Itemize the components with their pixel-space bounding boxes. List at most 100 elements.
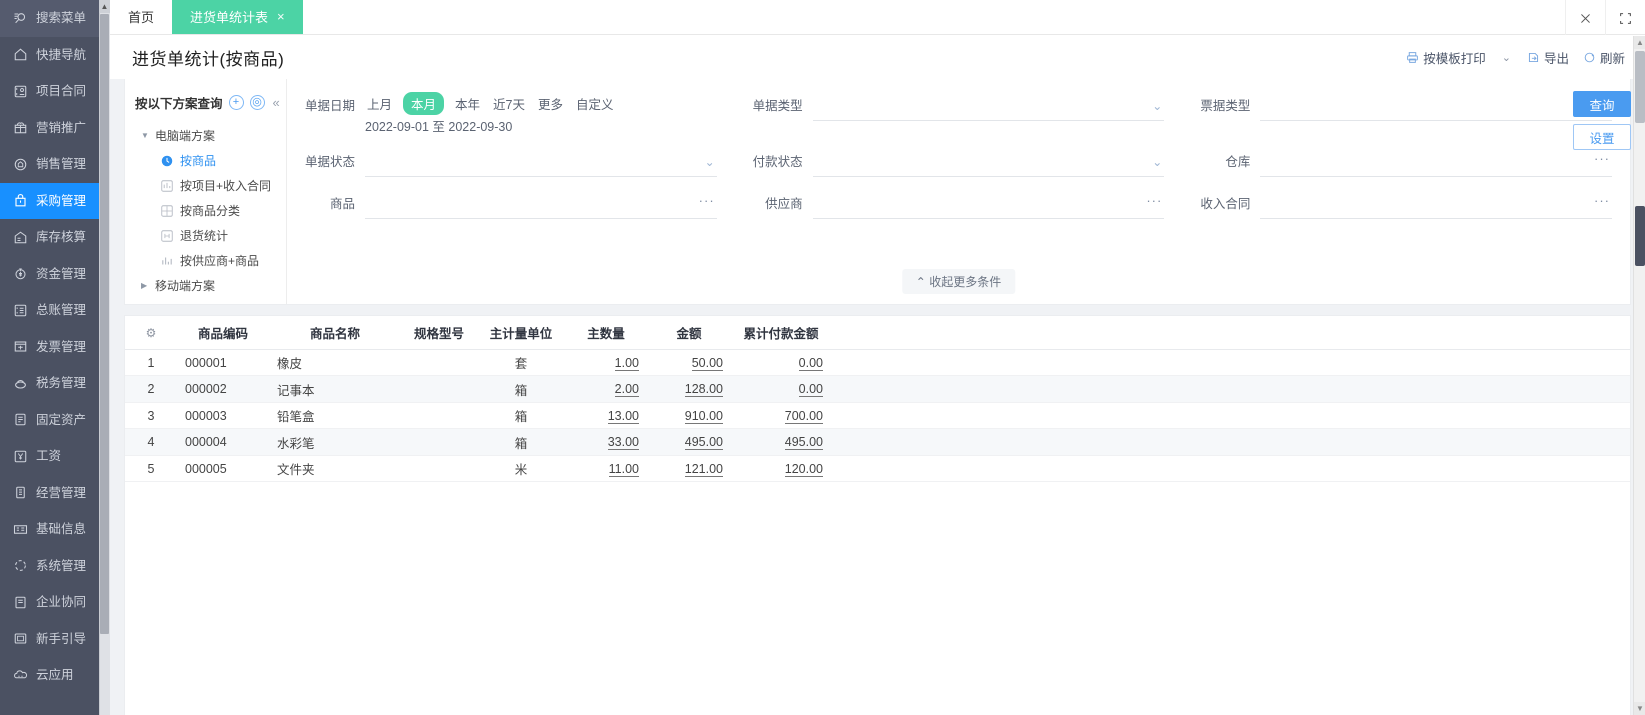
sidebar-item-7[interactable]: 资金管理 [0, 256, 110, 293]
tree-arrow-icon[interactable]: ▼ [141, 131, 149, 141]
sidebar-scroll-up-icon[interactable]: ▲ [99, 0, 110, 13]
quick-date-5[interactable]: 自定义 [576, 97, 614, 112]
cell-accumulated-paid-link[interactable]: 0.00 [798, 382, 823, 398]
sidebar-item-15[interactable]: 系统管理 [0, 548, 110, 585]
cell-amount[interactable]: 910.00 [647, 402, 731, 430]
cell-amount[interactable]: 121.00 [647, 455, 731, 483]
scheme-item-2[interactable]: 按项目+收入合同 [135, 173, 286, 198]
pay-status-caret-icon[interactable]: ⌄ [1152, 155, 1163, 170]
sidebar-scroll-thumb[interactable] [100, 14, 109, 634]
th-product-name[interactable]: 商品名称 [269, 316, 401, 350]
export-button[interactable]: 导出 [1523, 45, 1573, 70]
th-main-unit[interactable]: 主计量单位 [477, 316, 565, 350]
cell-amount[interactable]: 50.00 [647, 349, 731, 377]
pay-status-input[interactable] [812, 147, 1165, 178]
cell-main-qty-link[interactable]: 33.00 [607, 435, 639, 451]
sidebar-item-17[interactable]: 新手引导 [0, 621, 110, 658]
th-accumulated-paid[interactable]: 累计付款金额 [731, 316, 831, 350]
window-close-button[interactable] [1565, 0, 1605, 36]
cell-main-qty[interactable]: 13.00 [565, 402, 647, 430]
cell-amount-link[interactable]: 910.00 [684, 408, 723, 424]
quick-date-0[interactable]: 上月 [367, 97, 393, 112]
sidebar-item-12[interactable]: 工资 [0, 438, 110, 475]
gear-icon[interactable]: ⚙ [145, 325, 157, 340]
query-button[interactable]: 查询 [1573, 91, 1631, 118]
window-maximize-button[interactable] [1605, 0, 1645, 36]
add-scheme-button[interactable]: + [228, 95, 244, 111]
cell-amount[interactable]: 495.00 [647, 428, 731, 456]
warehouse-more-icon[interactable]: ··· [1594, 151, 1611, 167]
scheme-item-5[interactable]: 按供应商+商品 [135, 248, 286, 273]
sidebar-item-5[interactable]: 采购管理 [0, 182, 110, 219]
cell-accumulated-paid[interactable]: 120.00 [731, 455, 831, 483]
cell-main-qty-link[interactable]: 2.00 [614, 382, 639, 398]
cell-amount-link[interactable]: 128.00 [684, 382, 723, 398]
column-settings-header[interactable]: ⚙ [125, 316, 177, 350]
th-main-qty[interactable]: 主数量 [565, 316, 647, 350]
cell-accumulated-paid[interactable]: 700.00 [731, 402, 831, 430]
quick-date-4[interactable]: 更多 [538, 97, 564, 112]
sidebar-item-0[interactable]: 搜索菜单 [0, 0, 110, 37]
sidebar-item-9[interactable]: 发票管理 [0, 329, 110, 366]
cell-amount[interactable]: 128.00 [647, 375, 731, 403]
collapse-more-conditions-button[interactable]: ⌃ 收起更多条件 [901, 269, 1016, 295]
cell-accumulated-paid[interactable]: 495.00 [731, 428, 831, 456]
cell-accumulated-paid-link[interactable]: 700.00 [784, 408, 823, 424]
sidebar-item-13[interactable]: 经营管理 [0, 475, 110, 512]
content-scrollbar[interactable]: ▲ ▼ [1633, 36, 1645, 715]
quick-date-2[interactable]: 本年 [455, 97, 481, 112]
scroll-thumb-upper[interactable] [1635, 51, 1645, 123]
print-template-button[interactable]: 按模板打印 [1402, 45, 1490, 70]
cell-accumulated-paid[interactable]: 0.00 [731, 349, 831, 377]
doc-type-caret-icon[interactable]: ⌄ [1152, 99, 1163, 114]
scheme-group-0[interactable]: ▼ 电脑端方案 [135, 123, 286, 148]
cell-amount-link[interactable]: 495.00 [684, 435, 723, 451]
sidebar-item-11[interactable]: 固定资产 [0, 402, 110, 439]
scheme-item-4[interactable]: 退货统计 [135, 223, 286, 248]
quick-date-3[interactable]: 近7天 [493, 97, 525, 112]
scheme-group-6[interactable]: ▶ 移动端方案 [135, 273, 286, 298]
supplier-input[interactable] [812, 189, 1165, 220]
table-row[interactable]: 1 000001 橡皮 套 1.00 50.00 0.00 [125, 349, 1630, 377]
doc-status-caret-icon[interactable]: ⌄ [704, 155, 715, 170]
th-amount[interactable]: 金额 [647, 316, 731, 350]
collapse-scheme-panel-button[interactable]: « [272, 95, 280, 111]
cell-main-qty-link[interactable]: 1.00 [614, 355, 639, 371]
quick-date-1[interactable]: 本月 [403, 91, 445, 115]
sidebar-item-14[interactable]: 基础信息 [0, 511, 110, 548]
table-row[interactable]: 5 000005 文件夹 米 11.00 121.00 120.00 [125, 455, 1630, 483]
product-input[interactable] [365, 189, 717, 220]
doc-status-input[interactable] [365, 147, 717, 178]
warehouse-input[interactable] [1260, 147, 1613, 178]
date-range-value[interactable]: 2022-09-01 至 2022-09-30 [365, 120, 513, 135]
doc-type-input[interactable] [812, 91, 1165, 122]
product-more-icon[interactable]: ··· [698, 193, 715, 209]
tree-arrow-icon[interactable]: ▶ [141, 281, 148, 291]
cell-main-qty-link[interactable]: 11.00 [608, 461, 639, 477]
filter-settings-button[interactable]: 设置 [1573, 124, 1631, 151]
tab-1[interactable]: 进货单统计表 × [172, 0, 303, 34]
th-product-code[interactable]: 商品编码 [177, 316, 269, 350]
sidebar-item-3[interactable]: 营销推广 [0, 110, 110, 147]
sidebar-item-8[interactable]: 总账管理 [0, 292, 110, 329]
cell-main-qty-link[interactable]: 13.00 [607, 408, 639, 424]
sidebar-item-4[interactable]: 销售管理 [0, 146, 110, 183]
table-row[interactable]: 3 000003 铅笔盒 箱 13.00 910.00 700.00 [125, 402, 1630, 430]
cell-amount-link[interactable]: 50.00 [691, 355, 723, 371]
sidebar-item-1[interactable]: 快捷导航 [0, 37, 110, 74]
cell-accumulated-paid-link[interactable]: 495.00 [784, 435, 823, 451]
sidebar-scrollbar[interactable]: ▲ [99, 0, 110, 715]
cell-amount-link[interactable]: 121.00 [684, 461, 723, 477]
cell-accumulated-paid-link[interactable]: 0.00 [798, 355, 823, 371]
cell-main-qty[interactable]: 1.00 [565, 349, 647, 377]
scroll-up-icon[interactable]: ▲ [1634, 36, 1645, 49]
scheme-settings-button[interactable]: ◎ [249, 95, 265, 111]
scroll-down-icon[interactable]: ▼ [1634, 702, 1645, 715]
tab-close-icon[interactable]: × [277, 9, 285, 25]
sidebar-item-10[interactable]: 税务管理 [0, 365, 110, 402]
table-row[interactable]: 2 000002 记事本 箱 2.00 128.00 0.00 [125, 375, 1630, 403]
cell-main-qty[interactable]: 33.00 [565, 428, 647, 456]
scheme-item-1[interactable]: 按商品 [135, 148, 286, 173]
cell-accumulated-paid[interactable]: 0.00 [731, 375, 831, 403]
scheme-item-3[interactable]: 按商品分类 [135, 198, 286, 223]
